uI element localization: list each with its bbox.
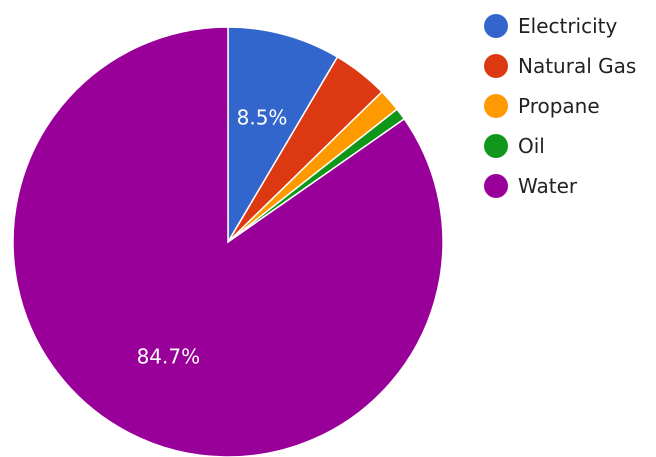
pie-slice-water[interactable] <box>12 26 444 457</box>
pie-slices <box>12 26 444 457</box>
legend-item-oil[interactable]: Oil <box>484 126 636 166</box>
legend-label: Propane <box>518 94 600 118</box>
legend-swatch-icon <box>484 54 508 78</box>
legend-label: Natural Gas <box>518 54 637 78</box>
legend-label: Water <box>518 174 578 198</box>
legend-item-electricity[interactable]: Electricity <box>484 6 636 46</box>
legend-label: Oil <box>518 134 545 158</box>
legend-swatch-icon <box>484 174 508 198</box>
legend-label: Electricity <box>518 14 618 38</box>
legend-swatch-icon <box>484 14 508 38</box>
data-label-electricity: 8.5% <box>237 106 288 130</box>
legend-swatch-icon <box>484 94 508 118</box>
legend-item-natural-gas[interactable]: Natural Gas <box>484 46 636 86</box>
data-label-water: 84.7% <box>137 344 201 368</box>
legend-swatch-icon <box>484 134 508 158</box>
pie-slice-electricity[interactable] <box>227 26 339 245</box>
chart-legend: Electricity Natural Gas Propane Oil Water <box>484 6 636 206</box>
legend-item-water[interactable]: Water <box>484 166 636 206</box>
legend-item-propane[interactable]: Propane <box>484 86 636 126</box>
pie-data-labels: 8.5% 84.7% <box>137 106 288 369</box>
